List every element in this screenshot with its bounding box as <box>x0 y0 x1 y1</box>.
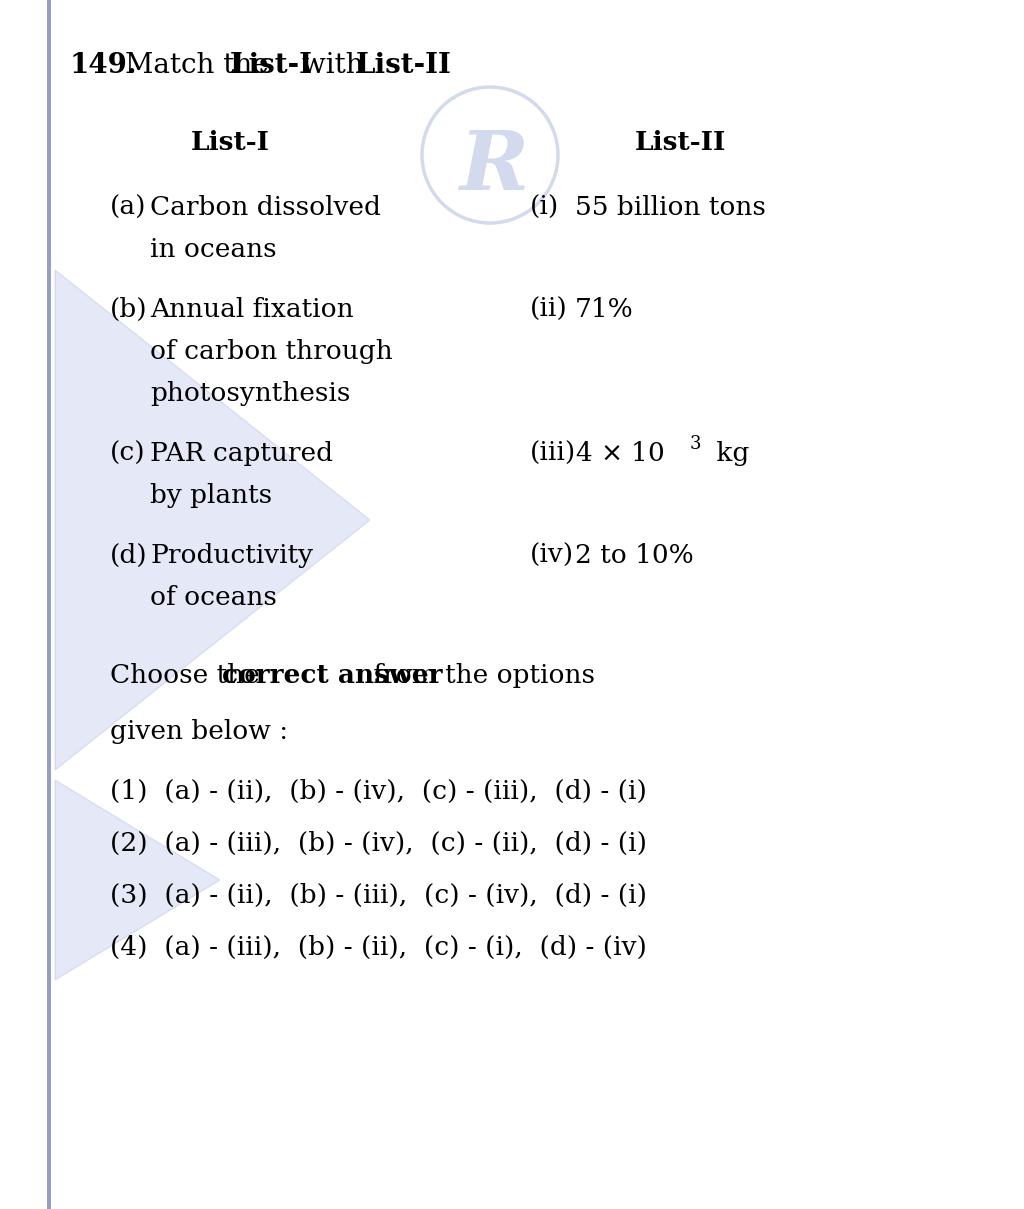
Text: (iii): (iii) <box>530 441 577 465</box>
Text: (iv): (iv) <box>530 543 574 568</box>
Text: photosynthesis: photosynthesis <box>150 381 350 406</box>
Text: in oceans: in oceans <box>150 237 276 262</box>
Text: Match the: Match the <box>125 52 278 79</box>
Text: 149.: 149. <box>70 52 137 79</box>
Text: from the options: from the options <box>365 663 595 688</box>
Text: 2 to 10%: 2 to 10% <box>575 543 693 568</box>
Text: :: : <box>429 52 447 79</box>
Text: (2)  (a) - (iii),  (b) - (iv),  (c) - (ii),  (d) - (i): (2) (a) - (iii), (b) - (iv), (c) - (ii),… <box>110 831 647 856</box>
Text: List-I: List-I <box>230 52 313 79</box>
Text: List-II: List-II <box>634 131 726 155</box>
Text: of oceans: of oceans <box>150 585 276 611</box>
Text: List-I: List-I <box>190 131 269 155</box>
Text: 4 $\times$ 10: 4 $\times$ 10 <box>575 441 665 465</box>
Text: 3: 3 <box>690 435 701 453</box>
Bar <box>47 0 51 1209</box>
Text: 55 billion tons: 55 billion tons <box>575 195 766 220</box>
Text: (d): (d) <box>110 543 147 568</box>
Text: Productivity: Productivity <box>150 543 313 568</box>
Polygon shape <box>55 270 370 770</box>
Text: by plants: by plants <box>150 484 272 508</box>
Text: 71%: 71% <box>575 297 634 322</box>
Text: correct answer: correct answer <box>222 663 442 688</box>
Text: (1)  (a) - (ii),  (b) - (iv),  (c) - (iii),  (d) - (i): (1) (a) - (ii), (b) - (iv), (c) - (iii),… <box>110 779 647 804</box>
Text: Carbon dissolved: Carbon dissolved <box>150 195 381 220</box>
Text: with: with <box>293 52 373 79</box>
Text: of carbon through: of carbon through <box>150 339 393 364</box>
Text: PAR captured: PAR captured <box>150 441 333 465</box>
Text: (4)  (a) - (iii),  (b) - (ii),  (c) - (i),  (d) - (iv): (4) (a) - (iii), (b) - (ii), (c) - (i), … <box>110 935 647 960</box>
Text: Annual fixation: Annual fixation <box>150 297 353 322</box>
Text: (ii): (ii) <box>530 297 567 322</box>
Text: kg: kg <box>708 441 750 465</box>
Polygon shape <box>55 780 220 980</box>
Text: R: R <box>461 127 529 207</box>
Text: (a): (a) <box>110 195 146 220</box>
Text: (c): (c) <box>110 441 145 465</box>
Text: (i): (i) <box>530 195 559 220</box>
Text: given below :: given below : <box>110 719 288 744</box>
Text: (3)  (a) - (ii),  (b) - (iii),  (c) - (iv),  (d) - (i): (3) (a) - (ii), (b) - (iii), (c) - (iv),… <box>110 883 647 908</box>
Text: (b): (b) <box>110 297 147 322</box>
Text: List-II: List-II <box>356 52 452 79</box>
Text: Choose the: Choose the <box>110 663 268 688</box>
